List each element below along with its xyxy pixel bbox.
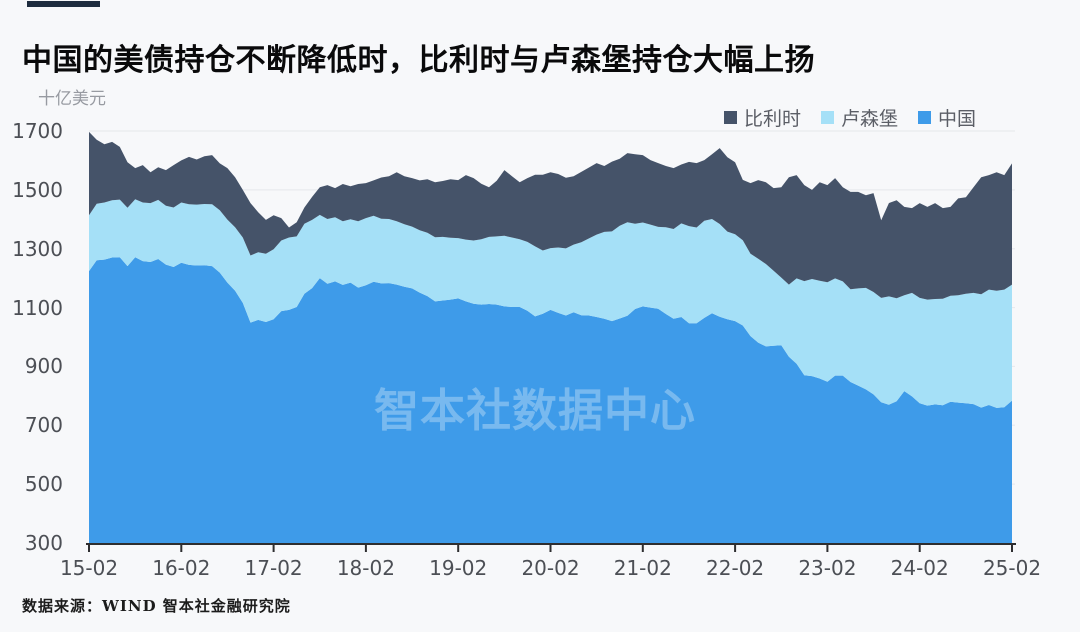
x-axis-tick-label: 22-02	[706, 556, 765, 580]
y-axis-tick-label: 300	[24, 531, 63, 555]
x-axis-tick-label: 18-02	[336, 556, 395, 580]
y-axis-tick-label: 1300	[12, 236, 63, 261]
legend-label-china: 中国	[937, 108, 976, 130]
y-axis-tick-label: 1500	[12, 177, 63, 202]
x-axis-tick-label: 23-02	[798, 556, 857, 580]
x-axis-tick-label: 15-02	[59, 556, 119, 580]
china-swatch-icon	[917, 111, 931, 124]
legend-label-belgium: 比利时	[743, 108, 801, 130]
legend: 比利时 卢森堡 中国	[723, 104, 976, 131]
luxembourg-swatch-icon	[820, 111, 834, 124]
x-axis-tick-label: 21-02	[613, 556, 672, 580]
y-axis-unit-label: 十亿美元	[38, 89, 106, 109]
legend-item-belgium: 比利时	[723, 104, 801, 131]
y-axis-tick-label: 900	[24, 354, 63, 379]
y-axis-tick-label: 700	[24, 413, 63, 438]
x-axis-tick-label: 19-02	[429, 556, 488, 580]
y-axis-tick-label: 500	[24, 472, 63, 497]
x-axis-tick-label: 16-02	[152, 556, 211, 580]
legend-item-luxembourg: 卢森堡	[820, 104, 898, 131]
x-axis-tick-label: 24-02	[890, 556, 949, 580]
brand-accent-bar	[27, 1, 100, 7]
x-axis-tick-label: 17-02	[244, 556, 303, 580]
x-axis-tick-label: 20-02	[521, 556, 580, 580]
data-source-note: 数据来源：WIND 智本社金融研究院	[22, 597, 291, 615]
legend-item-china: 中国	[917, 104, 976, 131]
x-axis-tick-label: 25-02	[982, 556, 1042, 580]
page-title: 中国的美债持仓不断降低时，比利时与卢森堡持仓大幅上扬	[22, 43, 815, 79]
y-axis-tick-label: 1700	[12, 119, 63, 143]
belgium-swatch-icon	[723, 111, 737, 124]
y-axis-tick-label: 1100	[12, 295, 63, 320]
legend-label-luxembourg: 卢森堡	[840, 108, 898, 130]
